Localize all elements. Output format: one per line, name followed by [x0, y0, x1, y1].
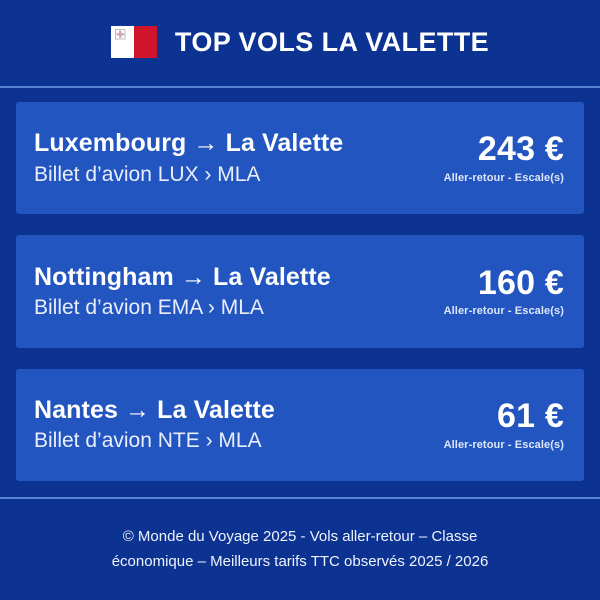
flight-price-block: 160 € Aller-retour - Escale(s) — [443, 263, 566, 318]
flight-card[interactable]: Luxembourg → La Valette Billet d’avion L… — [16, 102, 584, 215]
flight-price-note: Aller-retour - Escale(s) — [443, 171, 564, 184]
flight-price: 160 € — [477, 263, 564, 302]
flight-price-note: Aller-retour - Escale(s) — [443, 438, 564, 451]
flight-info: Nantes → La Valette Billet d’avion NTE ›… — [34, 396, 275, 454]
flight-route: Luxembourg → La Valette — [34, 129, 344, 158]
flight-route: Nottingham → La Valette — [34, 262, 331, 291]
footer-line-1: © Monde du Voyage 2025 - Vols aller-reto… — [122, 527, 478, 545]
flight-card[interactable]: Nantes → La Valette Billet d’avion NTE ›… — [16, 368, 584, 481]
flight-price-block: 243 € Aller-retour - Escale(s) — [444, 132, 566, 184]
footer-divider — [0, 497, 600, 499]
flight-price-block: 61 € Aller-retour - Escale(s) — [443, 396, 566, 451]
flight-card[interactable]: Nottingham → La Valette Billet d’avion E… — [16, 235, 584, 348]
flight-info: Luxembourg → La Valette Billet d’avion L… — [34, 129, 343, 187]
flight-ticket-detail: Billet d’avion NTE › MLA — [34, 429, 262, 453]
flight-price-note: Aller-retour - Escale(s) — [443, 305, 564, 318]
flight-info: Nottingham → La Valette Billet d’avion E… — [34, 263, 331, 321]
page-footer: © Monde du Voyage 2025 - Vols aller-reto… — [0, 499, 600, 600]
header-divider — [0, 86, 600, 88]
flight-ticket-detail: Billet d’avion LUX › MLA — [34, 162, 261, 186]
flight-price: 243 € — [477, 130, 564, 169]
flight-list: Luxembourg → La Valette Billet d’avion L… — [0, 88, 600, 497]
page-title: TOP VOLS LA VALETTE — [174, 26, 490, 57]
footer-line-2: économique – Meilleurs tarifs TTC observ… — [111, 552, 489, 570]
flight-route: Nantes → La Valette — [34, 395, 275, 424]
malta-flag-icon — [110, 26, 157, 58]
page-header: TOP VOLS LA VALETTE — [0, 0, 600, 86]
flight-ticket-detail: Billet d’avion EMA › MLA — [34, 296, 264, 320]
flight-price: 61 € — [497, 396, 564, 435]
